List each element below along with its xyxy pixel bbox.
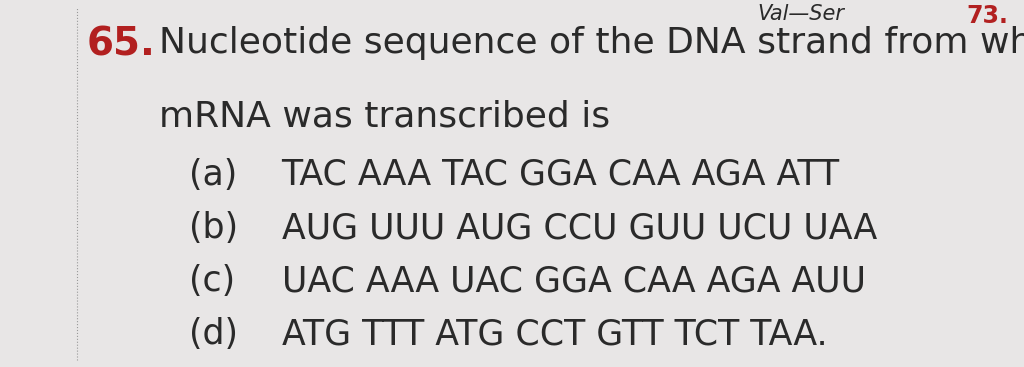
Text: 65.: 65. (87, 26, 156, 64)
Text: 73.: 73. (967, 4, 1009, 28)
Text: TAC AAA TAC GGA CAA AGA ATT: TAC AAA TAC GGA CAA AGA ATT (282, 158, 840, 192)
Text: AUG UUU AUG CCU GUU UCU UAA: AUG UUU AUG CCU GUU UCU UAA (282, 211, 877, 245)
Text: (a): (a) (189, 158, 238, 192)
Text: mRNA was transcribed is: mRNA was transcribed is (159, 99, 610, 133)
Text: ATG TTT ATG CCT GTT TCT TAA.: ATG TTT ATG CCT GTT TCT TAA. (282, 317, 827, 352)
Text: (d): (d) (189, 317, 239, 352)
Text: Nucleotide sequence of the DNA strand from which the: Nucleotide sequence of the DNA strand fr… (159, 26, 1024, 60)
Text: (b): (b) (189, 211, 239, 245)
Text: (c): (c) (189, 264, 236, 298)
Text: Val—Ser: Val—Ser (758, 4, 845, 23)
Text: UAC AAA UAC GGA CAA AGA AUU: UAC AAA UAC GGA CAA AGA AUU (282, 264, 865, 298)
